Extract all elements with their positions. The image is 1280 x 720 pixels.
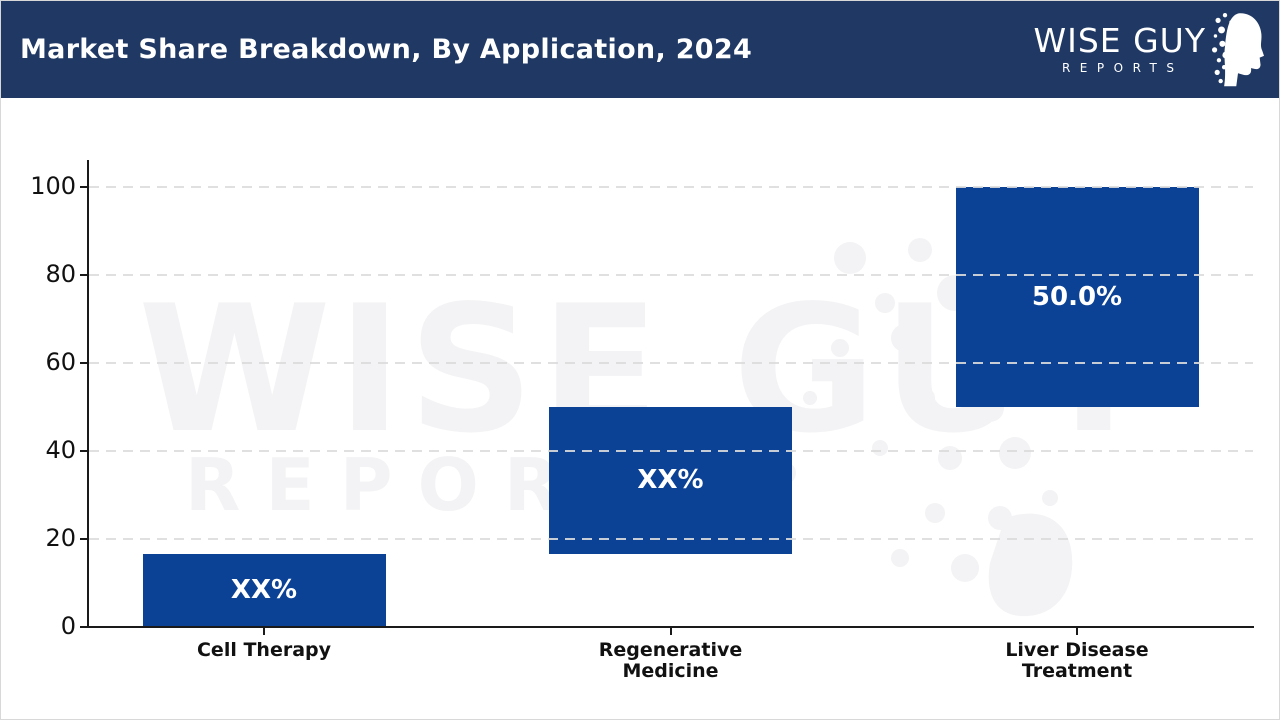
face-icon: [1212, 13, 1264, 87]
x-axis: [87, 626, 1254, 628]
y-axis: [87, 160, 89, 628]
brand-logo: WISE GUY REPORTS: [1033, 10, 1280, 88]
y-tick: [80, 362, 87, 364]
x-tick-label: Cell Therapy: [196, 639, 332, 661]
brand-wordmark: WISE GUY: [1033, 21, 1206, 60]
page-title: Market Share Breakdown, By Application, …: [20, 33, 753, 65]
chart: 0 20 40 60 80 100 XX% Cell Therapy XX% Regenerati…: [0, 98, 1280, 720]
bar-value-label: 50.0%: [1031, 282, 1123, 312]
header: Market Share Breakdown, By Application, …: [0, 0, 1280, 98]
y-tick-label: 80: [45, 260, 76, 288]
y-tick: [80, 274, 87, 276]
y-tick: [80, 538, 87, 540]
y-tick-label: 100: [30, 172, 76, 200]
gridline: [89, 274, 1253, 276]
x-tick: [1076, 628, 1078, 635]
x-tick-label: Liver Disease Treatment: [1005, 639, 1149, 682]
y-tick-label: 40: [45, 436, 76, 464]
x-tick: [263, 628, 265, 635]
y-tick: [80, 626, 87, 628]
y-tick: [80, 186, 87, 188]
y-tick-label: 20: [45, 524, 76, 552]
x-tick-label: Regenerative Medicine: [598, 639, 743, 682]
y-tick-label: 0: [60, 612, 76, 640]
bar: XX%: [142, 553, 386, 627]
gridline: [89, 362, 1253, 364]
gridline: [89, 538, 1253, 540]
bar-value-label: XX%: [230, 575, 298, 606]
gridline: [89, 186, 1253, 188]
brand-reports: REPORTS: [1061, 61, 1184, 75]
gridline: [89, 450, 1253, 452]
bar: 50.0%: [955, 187, 1199, 407]
y-tick: [80, 450, 87, 452]
y-tick-label: 60: [45, 348, 76, 376]
bar: XX%: [549, 407, 792, 554]
x-tick: [669, 628, 672, 635]
bar-value-label: XX%: [637, 465, 704, 496]
